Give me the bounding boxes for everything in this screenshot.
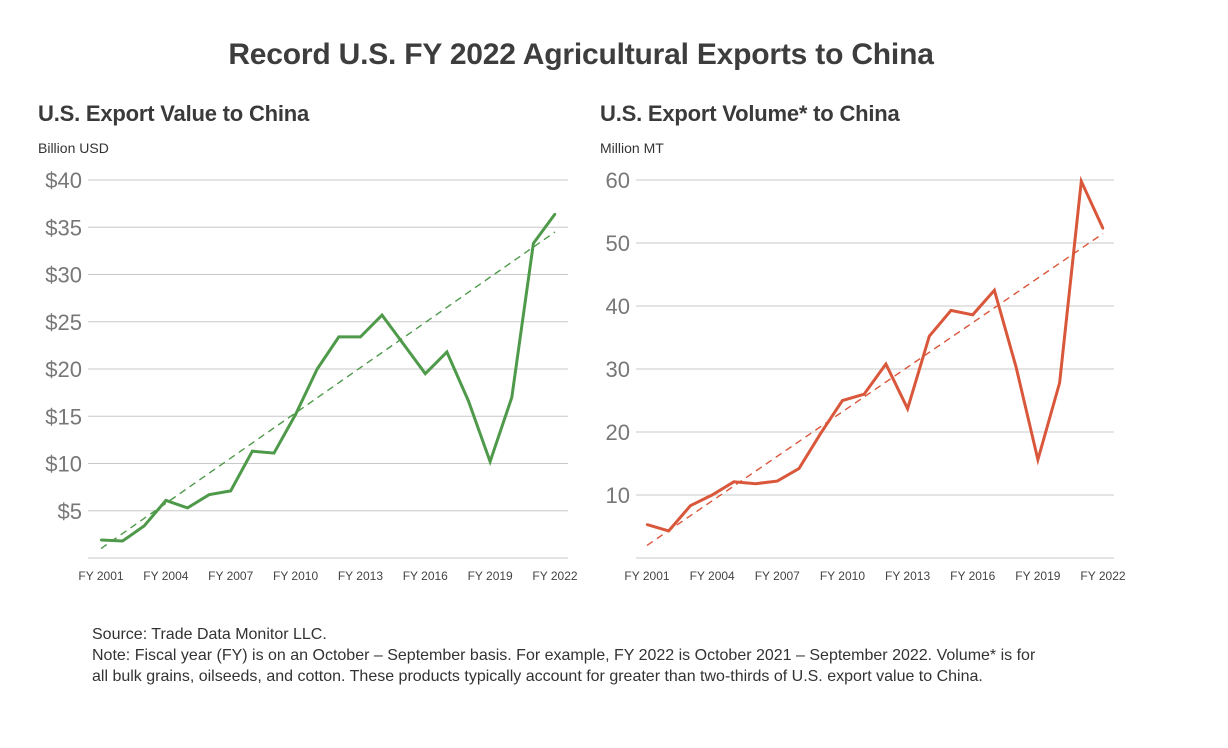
fiscal-year-note: Note: Fiscal year (FY) is on an October …	[92, 647, 1036, 685]
value-chart-title: U.S. Export Value to China	[38, 101, 310, 126]
volume-data-point	[754, 482, 757, 485]
volume-data-point	[667, 529, 670, 533]
value-data-point	[402, 343, 405, 346]
value-y-tick-label: $35	[45, 215, 82, 240]
value-x-tick-label: FY 2016	[403, 569, 448, 583]
volume-data-point	[645, 523, 649, 526]
volume-x-tick-label: FY 2001	[624, 569, 669, 583]
volume-chart: 10 20 30 40 50 60 FY 2001 FY 2004 FY 2007 FY 2010…	[606, 168, 1126, 583]
value-data-point	[99, 538, 103, 542]
volume-data-point	[797, 467, 801, 470]
volume-y-tick-label: 10	[606, 483, 630, 508]
volume-y-tick-label: 40	[606, 294, 630, 319]
volume-data-point	[732, 480, 736, 483]
value-data-point	[553, 212, 557, 216]
value-x-tick-label: FY 2007	[208, 569, 253, 583]
volume-data-point	[949, 309, 953, 312]
value-data-point	[532, 242, 535, 245]
volume-y-tick-label: 30	[606, 357, 630, 382]
value-data-point	[229, 489, 232, 493]
value-x-tick-label: FY 2022	[532, 569, 577, 583]
volume-x-tick-label: FY 2013	[885, 569, 930, 583]
volume-data-point	[993, 289, 996, 292]
value-series-line	[100, 213, 557, 543]
value-y-tick-label: $25	[45, 310, 82, 335]
volume-y-tick-label: 20	[606, 420, 630, 445]
value-trendline	[100, 231, 556, 550]
value-y-tick-label: $20	[45, 357, 82, 382]
value-data-point	[207, 493, 211, 496]
value-data-point	[164, 499, 168, 502]
volume-y-tick-label: 60	[606, 168, 630, 193]
volume-data-point	[819, 432, 822, 435]
value-data-point	[121, 539, 124, 543]
value-data-point	[380, 313, 384, 317]
value-y-tick-label: $5	[58, 499, 82, 524]
value-data-point	[337, 335, 341, 339]
value-data-point	[315, 367, 319, 371]
value-x-tick-label: FY 2004	[143, 569, 188, 583]
source-note: Source: Trade Data Monitor LLC.	[92, 626, 327, 643]
value-data-point	[445, 350, 449, 354]
value-y-tick-label: $40	[45, 168, 82, 193]
volume-data-point	[928, 335, 931, 338]
value-data-point	[488, 460, 492, 463]
value-data-point	[143, 524, 146, 528]
value-chart: $5 $10 $15 $20 $25 $30 $35 $40 FY 2001 FY 2004 FY …	[45, 168, 578, 583]
value-data-point	[186, 506, 189, 510]
volume-x-tick-label: FY 2022	[1080, 569, 1125, 583]
value-x-tick-label: FY 2019	[468, 569, 513, 583]
value-data-point	[272, 451, 276, 455]
value-y-tick-label: $15	[45, 404, 82, 429]
volume-data-point	[776, 479, 779, 483]
volume-x-tick-label: FY 2010	[820, 569, 865, 583]
volume-x-tick-label: FY 2007	[755, 569, 800, 583]
volume-data-point	[1058, 381, 1061, 385]
footnote: Source: Trade Data Monitor LLC. Note: Fi…	[92, 624, 1052, 687]
volume-data-point	[862, 393, 866, 396]
volume-data-point	[1014, 365, 1018, 369]
volume-data-point	[971, 313, 974, 317]
volume-x-tick-label: FY 2016	[950, 569, 995, 583]
volume-x-tick-label: FY 2004	[690, 569, 735, 583]
value-data-point	[294, 413, 297, 416]
volume-data-point	[689, 504, 692, 507]
value-data-point	[510, 396, 513, 399]
volume-chart-unit: Million MT	[600, 140, 664, 156]
value-x-tick-label: FY 2013	[338, 569, 383, 583]
volume-x-tick-label: FY 2019	[1015, 569, 1060, 583]
value-data-point	[251, 450, 254, 453]
volume-data-point	[1101, 227, 1105, 230]
value-y-tick-label: $30	[45, 263, 82, 288]
volume-data-point	[906, 407, 909, 410]
value-chart-unit: Billion USD	[38, 140, 109, 156]
value-x-tick-label: FY 2001	[78, 569, 123, 583]
value-data-point	[359, 335, 362, 339]
value-y-tick-label: $10	[45, 452, 82, 477]
volume-data-point	[884, 362, 888, 366]
volume-data-point	[1036, 458, 1040, 461]
volume-series-line	[646, 175, 1105, 533]
volume-data-point	[841, 399, 844, 402]
volume-chart-title: U.S. Export Volume* to China	[600, 101, 900, 126]
value-data-point	[424, 372, 427, 375]
volume-trendline	[646, 232, 1104, 546]
value-x-tick-label: FY 2010	[273, 569, 318, 583]
volume-y-tick-label: 50	[606, 231, 630, 256]
volume-data-point	[710, 493, 714, 497]
value-data-point	[467, 399, 470, 403]
volume-data-point	[1080, 180, 1083, 183]
page-title: Record U.S. FY 2022 Agricultural Exports…	[228, 38, 934, 71]
